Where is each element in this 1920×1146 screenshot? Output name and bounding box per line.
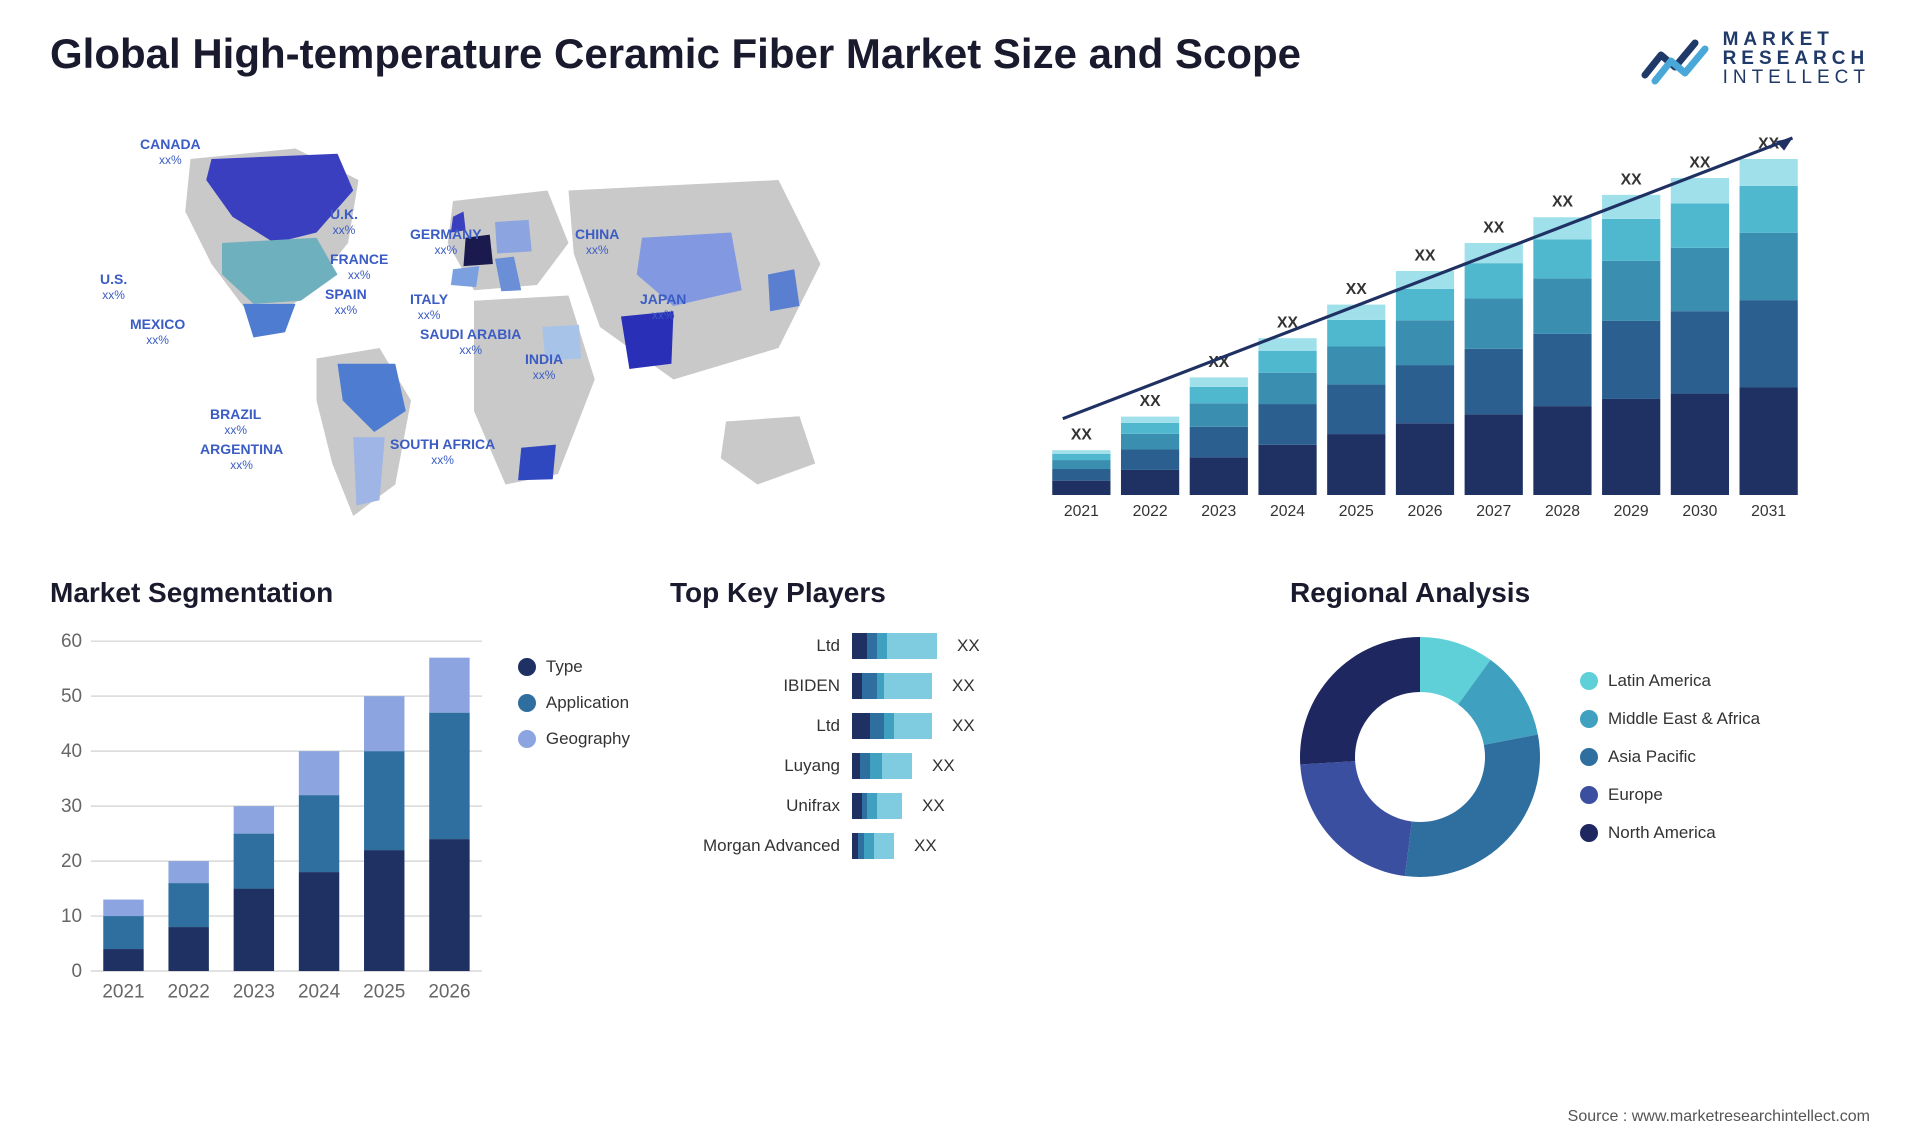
svg-text:2023: 2023 <box>1201 503 1236 520</box>
svg-text:2025: 2025 <box>363 981 405 1002</box>
logo-text-1: MARKET <box>1723 30 1870 49</box>
player-value: XX <box>952 716 975 736</box>
player-row: Ltd XX <box>670 633 1250 659</box>
player-value: XX <box>952 676 975 696</box>
map-label: BRAZILxx% <box>210 407 261 438</box>
segmentation-title: Market Segmentation <box>50 577 630 609</box>
legend-item: Application <box>518 693 630 713</box>
svg-text:XX: XX <box>1483 220 1504 237</box>
svg-text:XX: XX <box>1415 248 1436 265</box>
svg-text:XX: XX <box>1552 194 1573 211</box>
svg-text:XX: XX <box>1071 427 1092 444</box>
player-name: Unifrax <box>670 796 840 816</box>
map-label: MEXICOxx% <box>130 317 185 348</box>
map-label: ARGENTINAxx% <box>200 442 283 473</box>
player-bar <box>852 713 932 739</box>
logo-text-3: INTELLECT <box>1723 68 1870 87</box>
segmentation-panel: Market Segmentation 01020304050602021202… <box>50 577 630 907</box>
logo: MARKET RESEARCH INTELLECT <box>1641 30 1870 87</box>
player-bar <box>852 793 902 819</box>
map-label: ITALYxx% <box>410 292 448 323</box>
map-label: JAPANxx% <box>640 292 686 323</box>
logo-icon <box>1641 31 1711 87</box>
regional-panel: Regional Analysis Latin America Middle Ea… <box>1290 577 1870 907</box>
svg-text:2023: 2023 <box>233 981 275 1002</box>
svg-text:2026: 2026 <box>1407 503 1442 520</box>
player-row: Ltd XX <box>670 713 1250 739</box>
svg-text:2021: 2021 <box>1064 503 1099 520</box>
regional-legend: Latin America Middle East & Africa Asia Pa… <box>1580 671 1760 843</box>
svg-text:XX: XX <box>1621 171 1642 188</box>
svg-text:2022: 2022 <box>1133 503 1168 520</box>
player-name: IBIDEN <box>670 676 840 696</box>
player-name: Ltd <box>670 636 840 656</box>
players-panel: Top Key Players LtdXXIBIDENXXLtdXXLuyang… <box>670 577 1250 907</box>
map-label: SAUDI ARABIAxx% <box>420 327 521 358</box>
map-label: SPAINxx% <box>325 287 367 318</box>
segmentation-chart: 0 10 20 30 40 50 60 2021 2022 2023 2024 2025 2026 <box>50 627 488 1011</box>
player-row: Luyang XX <box>670 753 1250 779</box>
legend-item: Europe <box>1580 785 1760 805</box>
player-name: Morgan Advanced <box>670 836 840 856</box>
map-label: CHINAxx% <box>575 227 619 258</box>
svg-text:2029: 2029 <box>1614 503 1649 520</box>
growth-chart: XX 2021 XX 2022 XX 2023 XX 2024 XX 2025 XX 2026 XX 20… <box>980 117 1870 537</box>
legend-item: Asia Pacific <box>1580 747 1760 767</box>
svg-text:2027: 2027 <box>1476 503 1511 520</box>
svg-text:2026: 2026 <box>428 981 470 1002</box>
map-label: U.K.xx% <box>330 207 358 238</box>
player-row: IBIDEN XX <box>670 673 1250 699</box>
player-bar <box>852 633 937 659</box>
regional-title: Regional Analysis <box>1290 577 1870 609</box>
legend-item: Middle East & Africa <box>1580 709 1760 729</box>
legend-item: Type <box>518 657 630 677</box>
svg-text:0: 0 <box>72 961 83 982</box>
map-label: CANADAxx% <box>140 137 201 168</box>
svg-text:60: 60 <box>61 631 82 652</box>
svg-text:XX: XX <box>1140 393 1161 410</box>
svg-text:2031: 2031 <box>1751 503 1786 520</box>
player-value: XX <box>957 636 980 656</box>
map-label: GERMANYxx% <box>410 227 482 258</box>
regional-donut <box>1290 627 1550 887</box>
svg-text:2024: 2024 <box>298 981 340 1002</box>
legend-item: Latin America <box>1580 671 1760 691</box>
svg-text:20: 20 <box>61 851 82 872</box>
world-map-panel: CANADAxx% U.S.xx%MEXICOxx% BRAZILxx% ARGENT… <box>50 117 940 537</box>
map-label: U.S.xx% <box>100 272 127 303</box>
player-row: Unifrax XX <box>670 793 1250 819</box>
players-title: Top Key Players <box>670 577 1250 609</box>
svg-text:2022: 2022 <box>168 981 210 1002</box>
svg-text:2021: 2021 <box>102 981 144 1002</box>
svg-text:30: 30 <box>61 796 82 817</box>
svg-text:2030: 2030 <box>1682 503 1717 520</box>
player-bar <box>852 673 932 699</box>
svg-text:XX: XX <box>1346 281 1367 298</box>
svg-text:50: 50 <box>61 686 82 707</box>
growth-chart-panel: XX 2021 XX 2022 XX 2023 XX 2024 XX 2025 XX 2026 XX 20… <box>980 117 1870 537</box>
players-chart: LtdXXIBIDENXXLtdXXLuyangXXUnifraxXXMorga… <box>670 627 1250 865</box>
player-value: XX <box>922 796 945 816</box>
svg-text:2028: 2028 <box>1545 503 1580 520</box>
segmentation-legend: Type Application Geography <box>518 627 630 1011</box>
page-title: Global High-temperature Ceramic Fiber Ma… <box>50 30 1301 78</box>
player-bar <box>852 753 912 779</box>
map-label: SOUTH AFRICAxx% <box>390 437 495 468</box>
source-text: Source : www.marketresearchintellect.com <box>1568 1108 1870 1126</box>
player-bar <box>852 833 894 859</box>
svg-text:2024: 2024 <box>1270 503 1305 520</box>
logo-text-2: RESEARCH <box>1723 49 1870 68</box>
svg-text:2025: 2025 <box>1339 503 1374 520</box>
map-label: INDIAxx% <box>525 352 563 383</box>
svg-text:10: 10 <box>61 906 82 927</box>
player-value: XX <box>932 756 955 776</box>
player-name: Ltd <box>670 716 840 736</box>
map-label: FRANCExx% <box>330 252 388 283</box>
player-value: XX <box>914 836 937 856</box>
player-row: Morgan Advanced XX <box>670 833 1250 859</box>
legend-item: Geography <box>518 729 630 749</box>
player-name: Luyang <box>670 756 840 776</box>
svg-text:40: 40 <box>61 741 82 762</box>
legend-item: North America <box>1580 823 1760 843</box>
